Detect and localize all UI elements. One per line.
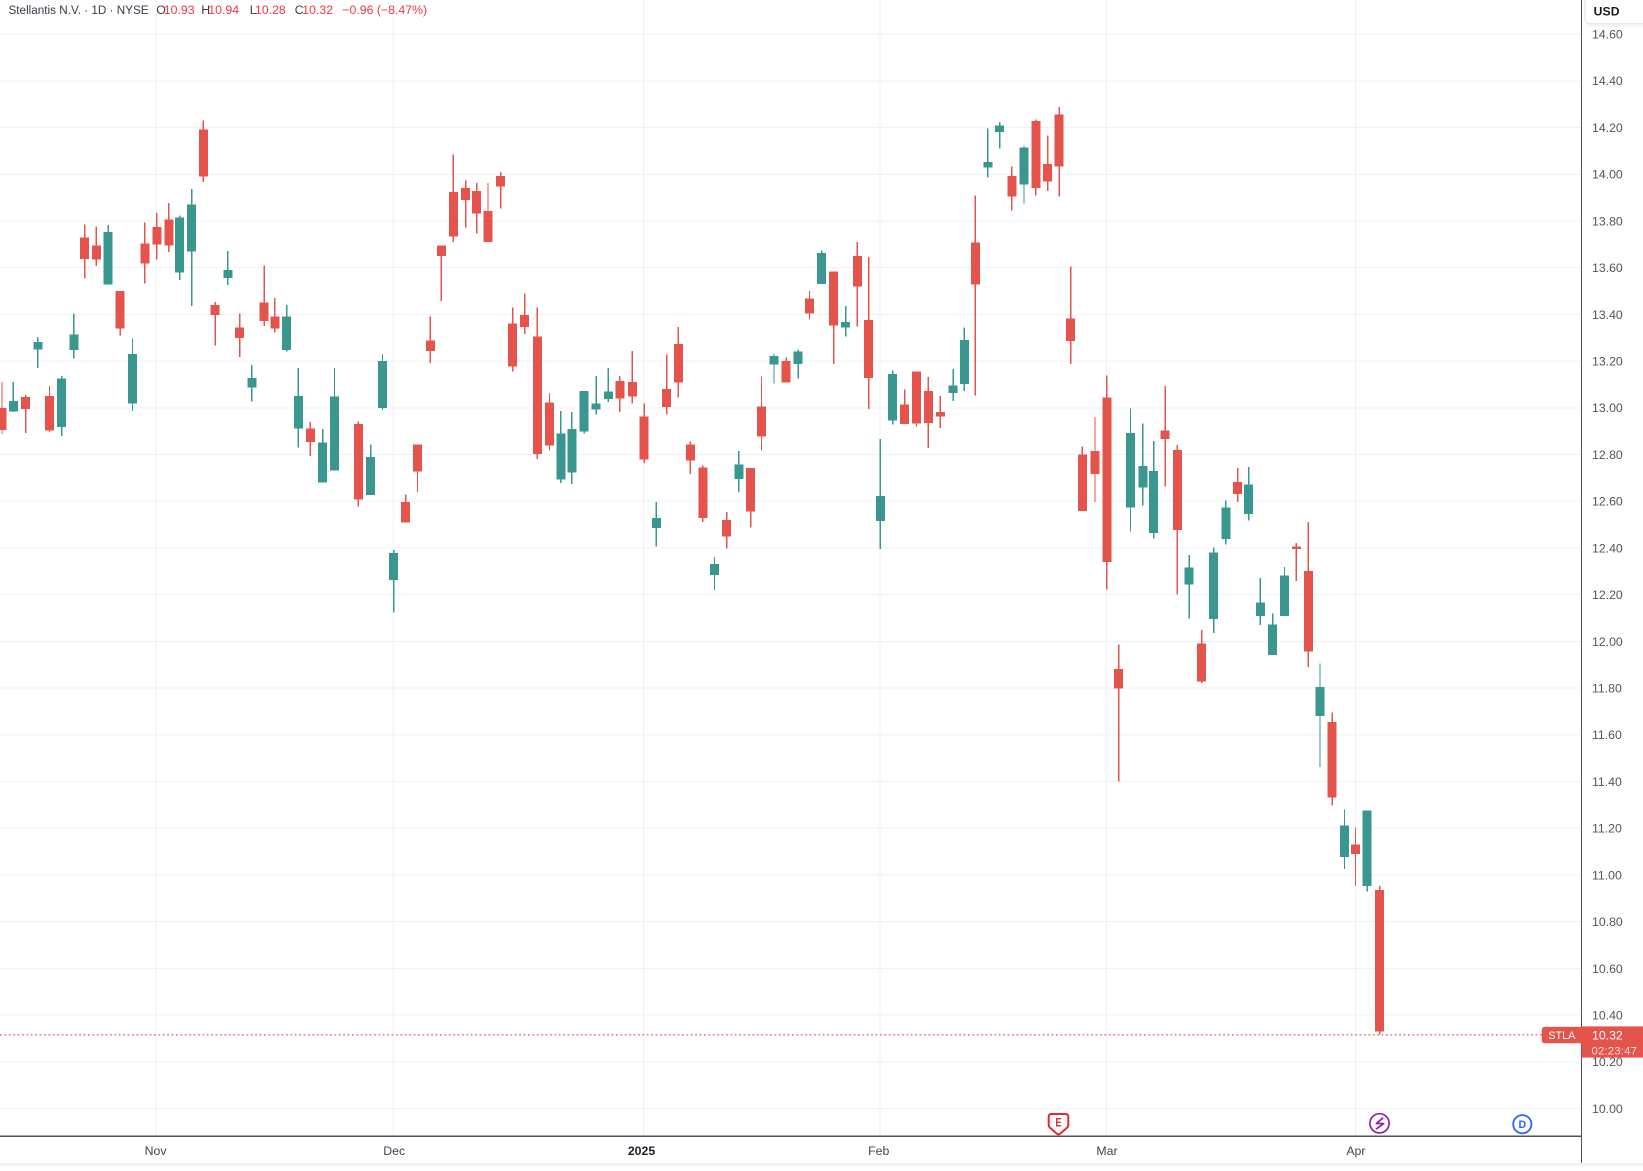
svg-text:12.40: 12.40 <box>1592 541 1623 555</box>
svg-text:Apr: Apr <box>1346 1144 1365 1158</box>
svg-text:13.60: 13.60 <box>1592 261 1623 275</box>
svg-text:10.93: 10.93 <box>164 3 195 17</box>
svg-text:13.00: 13.00 <box>1592 401 1623 415</box>
svg-text:Dec: Dec <box>383 1144 405 1158</box>
svg-text:Nov: Nov <box>145 1144 168 1158</box>
svg-text:Stellantis N.V. · 1D · NYSE: Stellantis N.V. · 1D · NYSE <box>9 3 149 17</box>
svg-text:14.20: 14.20 <box>1592 121 1623 135</box>
svg-text:10.28: 10.28 <box>255 3 286 17</box>
svg-text:10.94: 10.94 <box>208 3 239 17</box>
svg-text:12.00: 12.00 <box>1592 635 1623 649</box>
svg-text:13.40: 13.40 <box>1592 308 1623 322</box>
svg-text:11.00: 11.00 <box>1592 868 1622 882</box>
svg-text:10.32: 10.32 <box>302 3 333 17</box>
svg-text:11.40: 11.40 <box>1592 775 1622 789</box>
svg-text:12.20: 12.20 <box>1592 588 1623 602</box>
svg-text:STLA: STLA <box>1548 1030 1576 1042</box>
svg-text:13.20: 13.20 <box>1592 355 1623 369</box>
svg-text:Feb: Feb <box>868 1144 889 1158</box>
svg-text:D: D <box>1518 1119 1526 1131</box>
svg-text:10.80: 10.80 <box>1592 915 1623 929</box>
svg-text:13.80: 13.80 <box>1592 214 1623 228</box>
svg-text:14.60: 14.60 <box>1592 28 1623 42</box>
svg-text:10.32: 10.32 <box>1592 1028 1623 1042</box>
svg-text:−0.96 (−8.47%): −0.96 (−8.47%) <box>342 3 427 17</box>
svg-text:12.80: 12.80 <box>1592 448 1623 462</box>
svg-text:02:23:47: 02:23:47 <box>1592 1045 1638 1057</box>
svg-text:10.00: 10.00 <box>1592 1102 1623 1116</box>
svg-text:10.40: 10.40 <box>1592 1009 1623 1023</box>
svg-text:14.40: 14.40 <box>1592 74 1623 88</box>
svg-text:Mar: Mar <box>1096 1144 1117 1158</box>
svg-text:11.60: 11.60 <box>1592 728 1622 742</box>
svg-text:12.60: 12.60 <box>1592 495 1623 509</box>
svg-text:11.20: 11.20 <box>1592 822 1622 836</box>
svg-text:2025: 2025 <box>628 1144 656 1158</box>
svg-text:10.60: 10.60 <box>1592 962 1623 976</box>
svg-text:USD: USD <box>1594 4 1620 18</box>
svg-text:11.80: 11.80 <box>1592 682 1622 696</box>
svg-text:14.00: 14.00 <box>1592 168 1623 182</box>
svg-text:E: E <box>1055 1116 1061 1130</box>
